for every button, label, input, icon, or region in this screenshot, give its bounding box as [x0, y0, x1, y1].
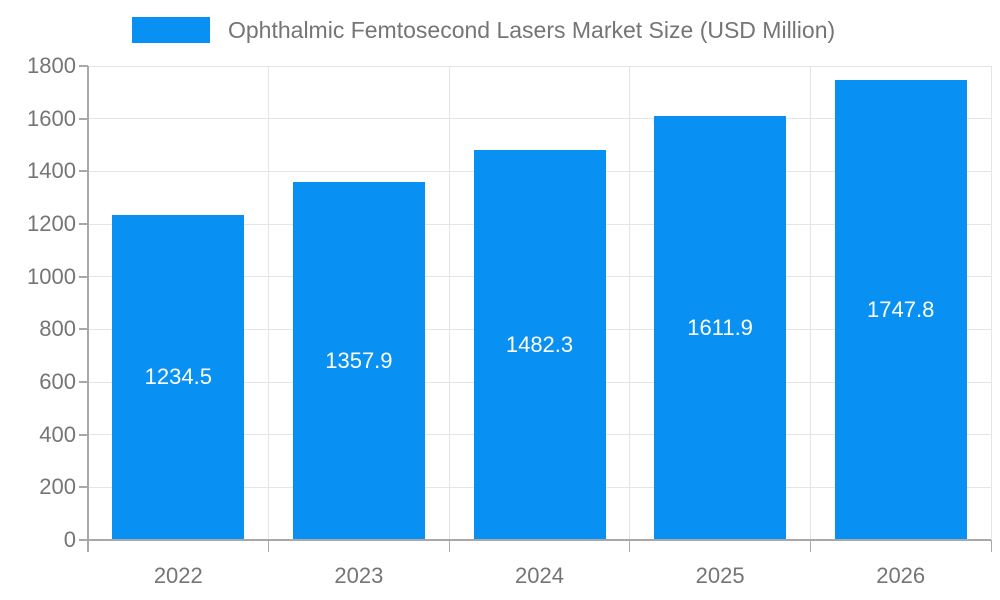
y-tick — [79, 433, 88, 436]
legend-swatch[interactable] — [132, 17, 210, 43]
x-tick — [809, 540, 811, 552]
bar-2025[interactable] — [654, 115, 787, 539]
y-axis-line — [87, 66, 89, 552]
y-tick — [79, 539, 88, 541]
y-axis-label: 1600 — [27, 105, 76, 131]
y-axis-label: 200 — [39, 474, 76, 500]
bar-2024[interactable] — [473, 149, 606, 539]
x-tick — [629, 540, 631, 552]
y-axis-label: 400 — [39, 421, 76, 447]
bar-value-label: 1611.9 — [687, 314, 753, 340]
bar-2023[interactable] — [292, 182, 425, 539]
legend-label: Ophthalmic Femtosecond Lasers Market Siz… — [228, 17, 836, 43]
y-tick — [79, 486, 88, 489]
bar-value-label: 1482.3 — [505, 331, 574, 357]
x-axis-label: 2022 — [153, 563, 203, 588]
v-gridline — [448, 66, 450, 540]
bar-value-label: 1747.8 — [867, 296, 935, 322]
h-gridline — [88, 118, 991, 120]
chart-legend[interactable]: Ophthalmic Femtosecond Lasers Market Siz… — [132, 17, 835, 43]
y-tick — [79, 170, 88, 173]
x-tick — [990, 540, 992, 552]
x-axis-label: 2024 — [515, 563, 564, 588]
y-axis-label: 800 — [39, 316, 76, 342]
y-tick — [79, 117, 88, 120]
bar-2022[interactable] — [112, 214, 245, 539]
x-axis-label: 2026 — [876, 563, 926, 588]
h-gridline — [88, 65, 991, 67]
y-tick — [79, 65, 88, 67]
y-axis-label: 1800 — [27, 53, 76, 78]
x-axis-label: 2025 — [695, 563, 745, 588]
bar-2026[interactable] — [834, 79, 967, 539]
y-axis-label: 0 — [63, 527, 76, 552]
bar-value-label: 1357.9 — [325, 348, 393, 374]
y-axis-label: 1400 — [27, 158, 76, 184]
v-gridline — [990, 66, 992, 540]
y-tick — [79, 381, 88, 383]
y-tick — [79, 328, 88, 331]
y-tick — [79, 275, 88, 278]
v-gridline — [268, 66, 270, 540]
y-axis-label: 600 — [39, 369, 76, 394]
y-axis-label: 1000 — [27, 263, 76, 289]
v-gridline — [809, 66, 811, 540]
y-tick — [79, 223, 88, 225]
x-tick — [268, 540, 270, 552]
bar-value-label: 1234.5 — [144, 364, 212, 390]
v-gridline — [629, 66, 631, 540]
x-axis-line — [88, 539, 991, 541]
x-tick — [448, 540, 450, 552]
x-axis-label: 2023 — [334, 563, 384, 588]
y-axis-label: 1200 — [27, 211, 76, 236]
